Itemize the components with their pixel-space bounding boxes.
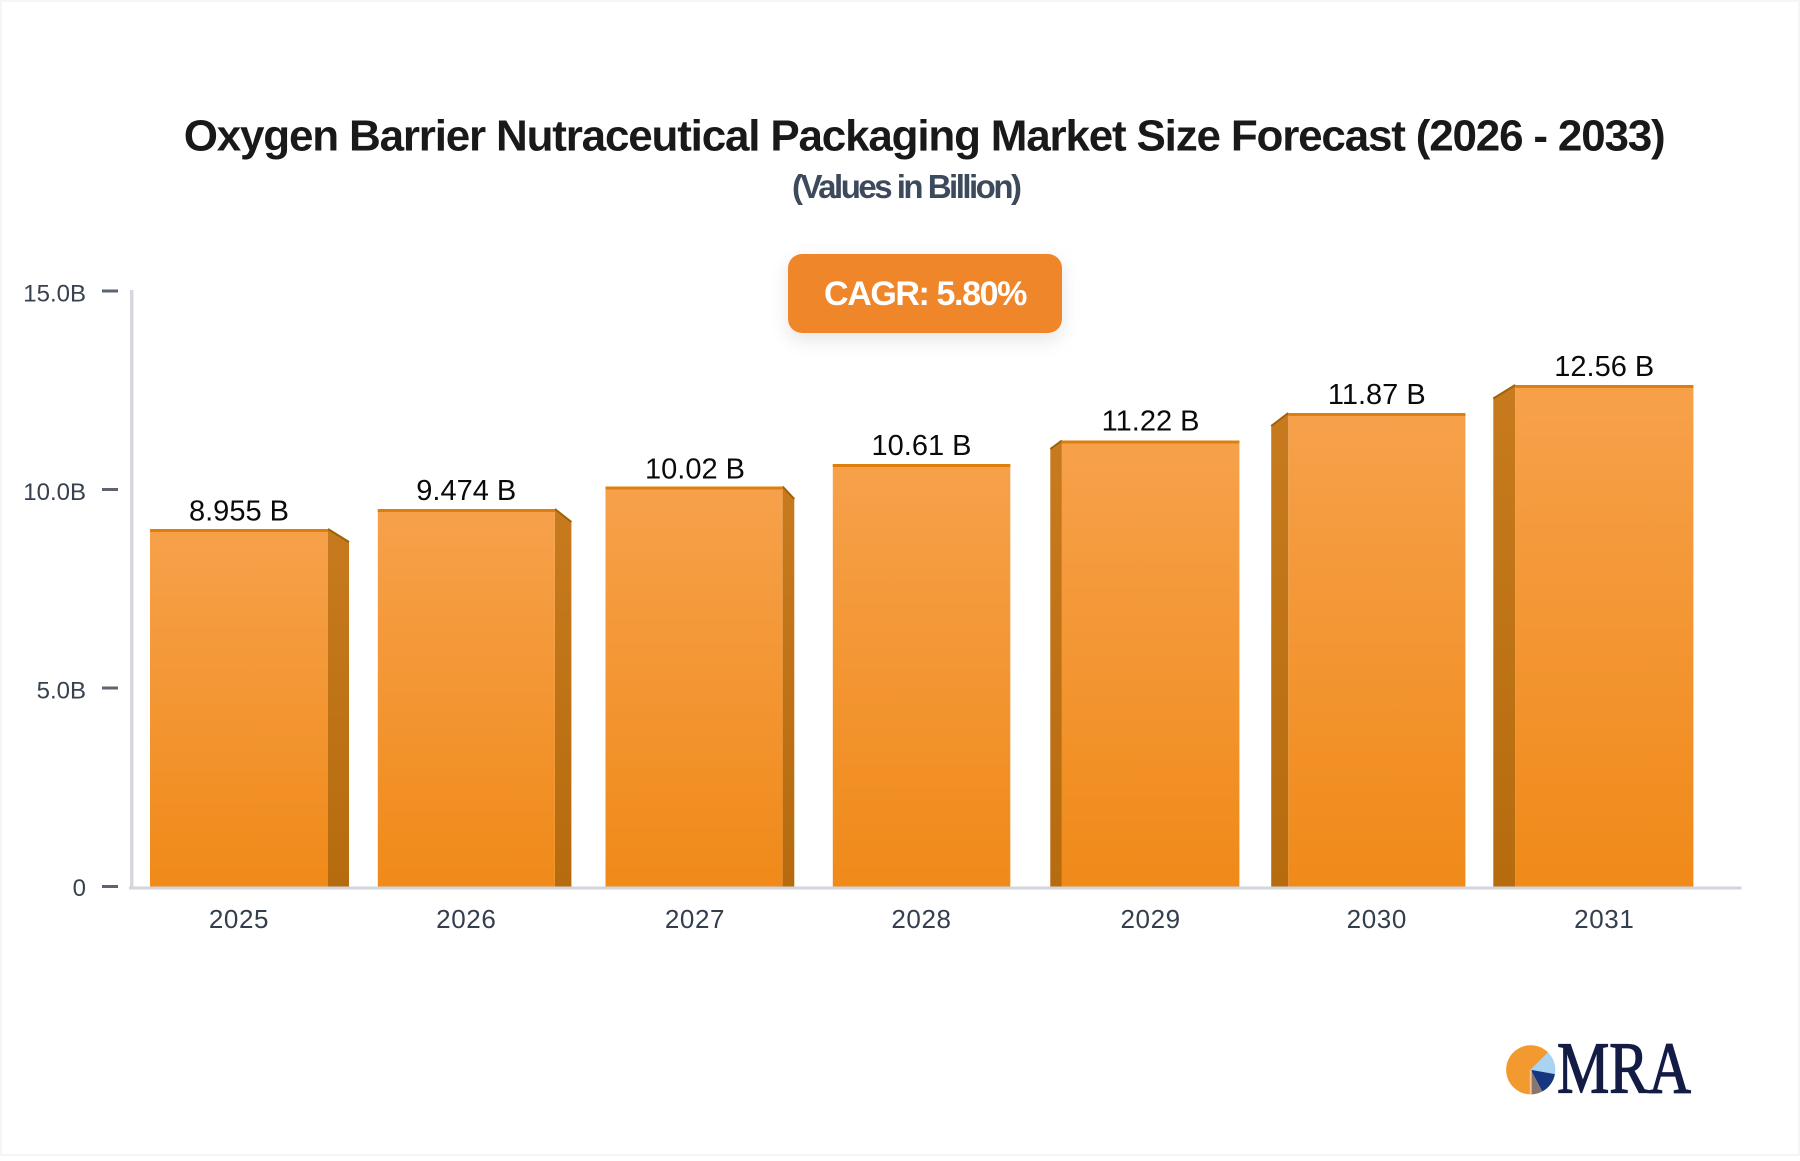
svg-text:11.87 B: 11.87 B — [1328, 379, 1426, 411]
svg-text:11.22 B: 11.22 B — [1102, 406, 1200, 438]
svg-text:5.0B: 5.0B — [37, 678, 86, 705]
svg-text:2031: 2031 — [1574, 904, 1634, 934]
svg-text:12.56 B: 12.56 B — [1554, 351, 1654, 383]
svg-text:2026: 2026 — [436, 904, 496, 934]
svg-text:2028: 2028 — [891, 904, 951, 934]
svg-text:(Values in Billion): (Values in Billion) — [792, 168, 1022, 205]
svg-text:2029: 2029 — [1120, 904, 1180, 934]
svg-text:2030: 2030 — [1347, 904, 1407, 934]
svg-text:10.0B: 10.0B — [23, 479, 86, 506]
svg-text:9.474 B: 9.474 B — [416, 475, 516, 507]
svg-text:2027: 2027 — [665, 904, 725, 934]
svg-text:MRA: MRA — [1557, 1028, 1691, 1109]
svg-text:0: 0 — [73, 875, 86, 902]
svg-text:10.61 B: 10.61 B — [872, 430, 972, 462]
svg-text:2025: 2025 — [209, 904, 269, 934]
svg-text:CAGR: 5.80%: CAGR: 5.80% — [824, 275, 1027, 313]
svg-text:10.02 B: 10.02 B — [645, 453, 745, 485]
svg-text:Oxygen Barrier Nutraceutical P: Oxygen Barrier Nutraceutical Packaging M… — [184, 112, 1666, 161]
svg-text:8.955 B: 8.955 B — [189, 496, 289, 528]
svg-text:15.0B: 15.0B — [23, 281, 86, 308]
